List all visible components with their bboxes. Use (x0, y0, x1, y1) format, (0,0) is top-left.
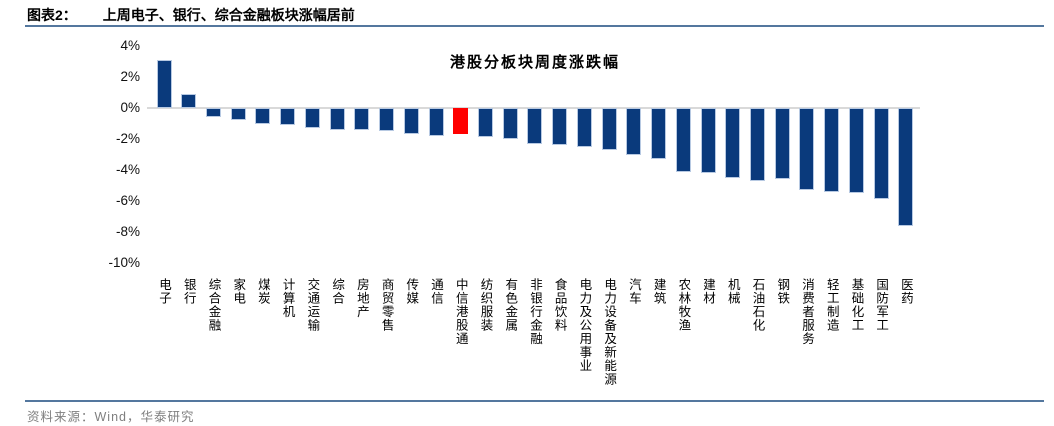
chart-bar-通信 (428, 108, 444, 136)
chart-bar-计算机 (280, 108, 296, 126)
x-axis-category-label: 纺织服装 (478, 278, 493, 332)
chart-bar-电力设备及新能源 (601, 108, 617, 150)
x-axis-category-label: 机械 (725, 278, 740, 305)
x-axis-category-label: 消费者服务 (799, 278, 814, 346)
x-axis-category-label: 轻工制造 (824, 278, 839, 332)
x-axis-category-label: 建筑 (651, 278, 666, 305)
x-axis-category-label: 电力及公用事业 (577, 278, 592, 373)
x-axis-category-label: 综合 (330, 278, 345, 305)
x-axis-category-label: 通信 (429, 278, 444, 305)
chart-bar-建筑 (651, 108, 667, 160)
x-axis-category-label: 煤炭 (255, 278, 270, 305)
chart-bar-建材 (700, 108, 716, 174)
chart-bar-家电 (230, 108, 246, 121)
chart-bar-食品饮料 (552, 108, 568, 146)
y-axis-tick-label: 0% (120, 100, 140, 115)
chart-bar-煤炭 (255, 108, 271, 124)
x-axis-category-label: 银行 (181, 278, 196, 305)
chart-bar-汽车 (626, 108, 642, 155)
x-axis-category-label: 汽车 (626, 278, 641, 305)
chart-bar-传媒 (403, 108, 419, 135)
chart-bar-消费者服务 (799, 108, 815, 191)
source-note: 资料来源：Wind，华泰研究 (27, 410, 195, 424)
chart-bar-电子 (156, 59, 172, 108)
x-axis-category-label: 电子 (157, 278, 171, 305)
x-axis-category-label: 商贸零售 (379, 278, 394, 332)
x-axis-category-label: 家电 (231, 278, 246, 305)
y-axis-tick-label: -4% (115, 162, 140, 177)
chart-bar-石油石化 (750, 108, 766, 181)
x-axis-category-label: 非银行金融 (527, 278, 542, 346)
chart-title: 港股分板块周度涨跌幅 (449, 54, 620, 71)
y-axis-tick-label: -8% (115, 224, 140, 239)
x-axis-category-label: 医药 (898, 278, 913, 305)
chart-bar-有色金属 (502, 108, 518, 139)
figure-header: 图表2： 上周电子、银行、综合金融板块涨幅居前 (27, 5, 355, 25)
y-axis-tick-label: -10% (108, 255, 140, 270)
chart-bar-综合金融 (205, 108, 221, 118)
x-axis-category-label: 钢铁 (775, 278, 790, 305)
figure-number: 图表2： (27, 7, 77, 23)
x-axis-category-label: 综合金融 (206, 278, 221, 332)
x-axis-category-label: 计算机 (280, 278, 295, 319)
x-axis-category-label: 农林牧渔 (676, 278, 691, 332)
x-axis-category-label: 房地产 (354, 278, 369, 319)
chart-bar-钢铁 (774, 108, 790, 180)
chart-bar-非银行金融 (527, 108, 543, 144)
x-axis-category-label: 建材 (701, 278, 716, 305)
y-axis-tick-label: 4% (120, 38, 140, 53)
header-divider-line (25, 25, 1044, 27)
y-axis-tick-label: -2% (115, 131, 140, 146)
x-axis-category-label: 食品饮料 (552, 278, 567, 332)
x-axis-category-label: 电力设备及新能源 (602, 278, 617, 386)
chart-bar-农林牧渔 (675, 108, 691, 172)
chart-bar-银行 (181, 94, 197, 108)
y-axis-tick-label: 2% (120, 69, 140, 84)
x-axis-category-label: 基础化工 (849, 278, 864, 332)
x-axis-category-label: 中信港股通 (453, 278, 468, 346)
chart-bar-国防军工 (873, 108, 889, 200)
figure-title: 上周电子、银行、综合金融板块涨幅居前 (102, 7, 355, 23)
x-axis-category-label: 有色金属 (503, 278, 518, 332)
chart-bar-机械 (725, 108, 741, 178)
x-axis-category-label: 国防军工 (874, 278, 889, 332)
chart-bar-电力及公用事业 (576, 108, 592, 147)
chart-bar-交通运输 (304, 108, 320, 129)
chart-bar-商贸零售 (379, 108, 395, 132)
footer-divider-line (25, 400, 1044, 402)
x-axis-category-label: 交通运输 (305, 278, 320, 332)
chart-bar-中信港股通 (453, 108, 469, 135)
chart-bar-综合 (329, 108, 345, 130)
chart-bar-基础化工 (848, 108, 864, 194)
chart-bar-医药 (898, 108, 914, 226)
x-axis-category-label: 石油石化 (750, 278, 765, 332)
chart-bar-房地产 (354, 108, 370, 130)
y-axis-tick-label: -6% (115, 193, 140, 208)
chart-bar-纺织服装 (477, 108, 493, 138)
chart-bar-轻工制造 (824, 108, 840, 192)
x-axis-category-label: 传媒 (404, 278, 419, 305)
